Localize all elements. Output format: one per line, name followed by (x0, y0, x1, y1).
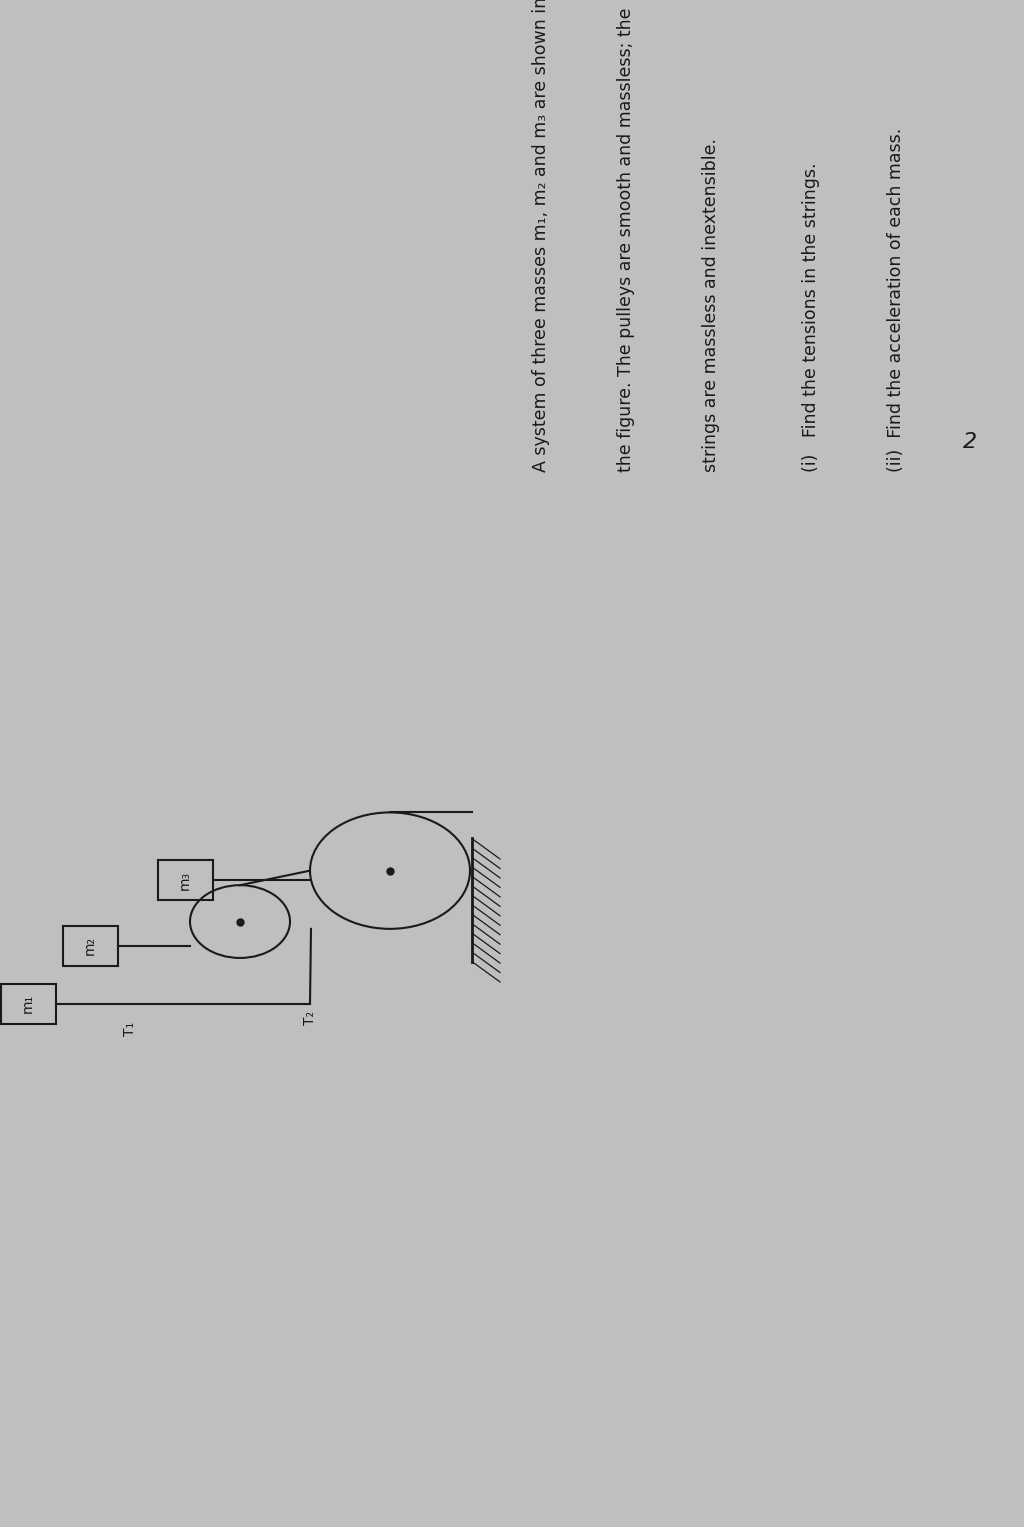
Bar (62, 925, 118, 965)
Bar (0, 983, 55, 1023)
Text: A system of three masses m₁, m₂ and m₃ are shown in: A system of three masses m₁, m₂ and m₃ a… (532, 0, 550, 472)
Text: T₂: T₂ (303, 1011, 317, 1025)
Text: (ii)  Find the acceleration of each mass.: (ii) Find the acceleration of each mass. (887, 128, 905, 472)
Text: T₁: T₁ (123, 1022, 137, 1037)
Text: strings are massless and inextensible.: strings are massless and inextensible. (702, 137, 720, 472)
Bar (158, 860, 213, 899)
Text: m₁: m₁ (22, 994, 35, 1014)
Text: m₂: m₂ (83, 936, 97, 954)
Text: the figure. The pulleys are smooth and massless; the: the figure. The pulleys are smooth and m… (617, 8, 635, 472)
Text: (i)   Find the tensions in the strings.: (i) Find the tensions in the strings. (802, 162, 820, 472)
Text: m₃: m₃ (178, 870, 193, 890)
Text: 2: 2 (963, 432, 977, 452)
